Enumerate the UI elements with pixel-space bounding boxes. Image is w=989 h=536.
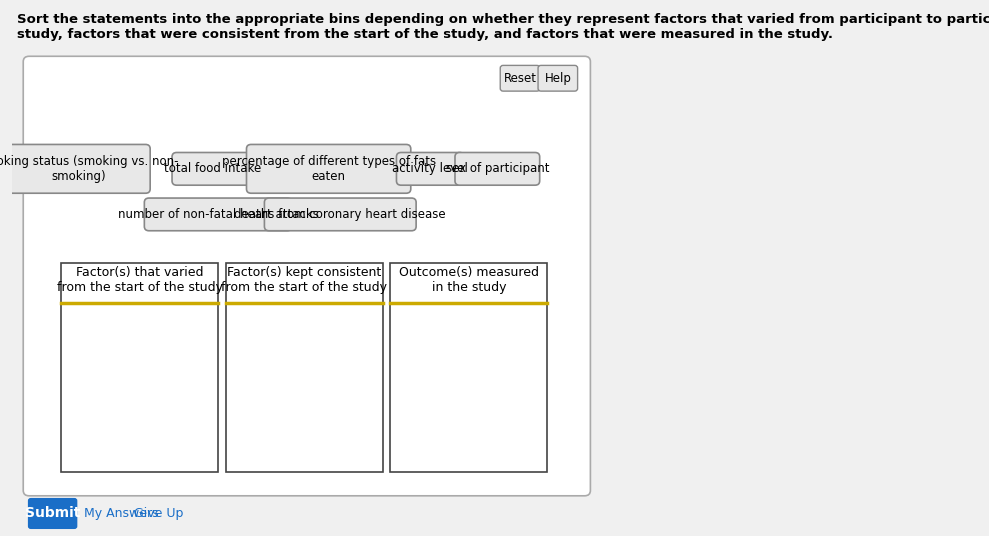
FancyBboxPatch shape	[144, 198, 292, 230]
FancyBboxPatch shape	[7, 144, 150, 193]
FancyBboxPatch shape	[264, 198, 416, 230]
Text: My Answers: My Answers	[84, 507, 159, 520]
Text: Factor(s) that varied
from the start of the study: Factor(s) that varied from the start of …	[56, 266, 223, 294]
Text: sex of participant: sex of participant	[446, 162, 549, 175]
Text: Give Up: Give Up	[134, 507, 183, 520]
Text: total food intake: total food intake	[163, 162, 261, 175]
FancyBboxPatch shape	[455, 152, 540, 185]
FancyBboxPatch shape	[225, 263, 383, 472]
Text: activity level: activity level	[393, 162, 469, 175]
FancyBboxPatch shape	[397, 152, 465, 185]
FancyBboxPatch shape	[538, 65, 578, 91]
FancyBboxPatch shape	[500, 65, 540, 91]
Text: Outcome(s) measured
in the study: Outcome(s) measured in the study	[399, 266, 539, 294]
FancyBboxPatch shape	[391, 263, 547, 472]
Text: Factor(s) kept consistent
from the start of the study: Factor(s) kept consistent from the start…	[222, 266, 388, 294]
FancyBboxPatch shape	[23, 56, 590, 496]
Text: deaths from coronary heart disease: deaths from coronary heart disease	[234, 208, 446, 221]
FancyBboxPatch shape	[28, 498, 77, 529]
FancyBboxPatch shape	[172, 152, 252, 185]
Text: Sort the statements into the appropriate bins depending on whether they represen: Sort the statements into the appropriate…	[18, 13, 989, 41]
FancyBboxPatch shape	[246, 144, 410, 193]
Text: Reset: Reset	[503, 72, 536, 85]
Text: number of non-fatal heart attacks: number of non-fatal heart attacks	[118, 208, 318, 221]
Text: smoking status (smoking vs. non-
smoking): smoking status (smoking vs. non- smoking…	[0, 155, 178, 183]
FancyBboxPatch shape	[61, 263, 219, 472]
Text: percentage of different types of fats
eaten: percentage of different types of fats ea…	[222, 155, 436, 183]
Text: Help: Help	[544, 72, 572, 85]
Text: Submit: Submit	[25, 507, 80, 520]
